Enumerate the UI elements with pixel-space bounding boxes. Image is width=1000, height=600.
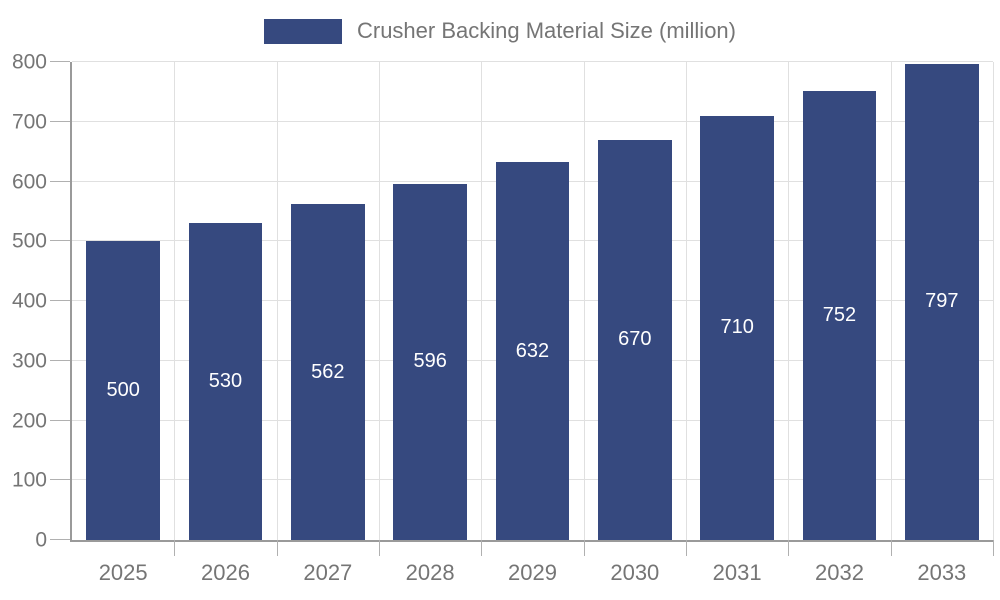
- y-axis-line: [70, 62, 72, 540]
- bar-2031[interactable]: 710: [700, 115, 774, 540]
- x-axis-line: [70, 540, 993, 542]
- bar-value-label-2027: 562: [311, 360, 345, 383]
- x-tick-9: [993, 540, 994, 556]
- y-tick-800: [50, 61, 70, 62]
- y-axis-label-500: 500: [11, 229, 47, 253]
- y-axis-label-800: 800: [11, 50, 47, 74]
- x-axis-label-2030: 2030: [610, 560, 660, 585]
- x-axis-label-2027: 2027: [303, 560, 353, 585]
- x-axis-label-2031: 2031: [712, 560, 762, 585]
- x-tick-5: [583, 540, 585, 556]
- bar-value-label-2032: 752: [822, 303, 857, 326]
- gridline-x-7: [788, 62, 790, 540]
- bar-value-label-2031: 710: [720, 316, 754, 339]
- bar-2026[interactable]: 530: [188, 223, 263, 540]
- bar-value-label-2025: 500: [106, 379, 140, 402]
- x-tick-1: [174, 540, 176, 556]
- gridline-x-1: [174, 62, 176, 540]
- y-axis-label-400: 400: [11, 289, 47, 313]
- y-axis-label-0: 0: [35, 528, 47, 552]
- bar-value-label-2030: 670: [618, 328, 652, 351]
- bar-value-label-2033: 797: [925, 290, 959, 313]
- plot-area: 0 100 200 300 400 500 600 700 800 500 2025 530 2026 5…: [12, 52, 994, 585]
- y-axis-label-700: 700: [11, 110, 47, 134]
- y-axis-label-600: 600: [11, 170, 47, 193]
- y-tick-700: [50, 120, 70, 122]
- gridline-x-5: [583, 62, 585, 540]
- y-tick-100: [50, 479, 70, 481]
- x-axis-label-2029: 2029: [508, 560, 557, 585]
- gridline-y-700: [72, 120, 993, 122]
- y-tick-400: [50, 300, 70, 301]
- bar-2030[interactable]: 670: [597, 139, 672, 540]
- bar-value-label-2029: 632: [515, 339, 550, 362]
- x-tick-7: [788, 540, 790, 556]
- gridline-x-2: [276, 62, 278, 540]
- x-tick-3: [378, 540, 380, 556]
- x-axis-label-2032: 2032: [815, 560, 864, 585]
- legend-label[interactable]: Crusher Backing Material Size (million): [356, 18, 736, 43]
- gridline-x-9: [993, 62, 994, 540]
- y-tick-0: [50, 539, 70, 540]
- gridline-x-6: [685, 62, 687, 540]
- y-tick-600: [50, 180, 70, 182]
- x-tick-8: [890, 540, 892, 556]
- y-tick-200: [50, 419, 70, 421]
- gridline-x-8: [890, 62, 892, 540]
- y-axis-label-300: 300: [11, 349, 47, 373]
- x-axis-label-2025: 2025: [98, 560, 148, 585]
- y-axis-label-200: 200: [11, 409, 47, 432]
- y-tick-500: [50, 240, 70, 242]
- gridline-y-800: [72, 61, 993, 62]
- legend: Crusher Backing Material Size (million): [0, 18, 1000, 44]
- bar-2025[interactable]: 500: [86, 241, 160, 540]
- x-axis-label-2033: 2033: [917, 560, 967, 585]
- x-tick-2: [276, 540, 278, 556]
- bar-2029[interactable]: 632: [495, 162, 570, 540]
- y-axis-label-100: 100: [11, 468, 47, 492]
- gridline-x-3: [378, 62, 380, 540]
- bar-2027[interactable]: 562: [290, 204, 365, 540]
- bar-value-label-2028: 596: [413, 350, 447, 373]
- x-tick-4: [481, 540, 483, 556]
- bar-2028[interactable]: 596: [393, 183, 467, 540]
- bar-2033[interactable]: 797: [904, 63, 979, 540]
- bar-value-label-2026: 530: [208, 370, 243, 393]
- x-axis-label-2026: 2026: [201, 560, 250, 585]
- x-axis-label-2028: 2028: [405, 560, 455, 585]
- x-tick-6: [685, 540, 687, 556]
- gridline-x-4: [481, 62, 483, 540]
- y-tick-300: [50, 359, 70, 361]
- bar-2032[interactable]: 752: [802, 90, 877, 540]
- legend-swatch[interactable]: [263, 18, 342, 44]
